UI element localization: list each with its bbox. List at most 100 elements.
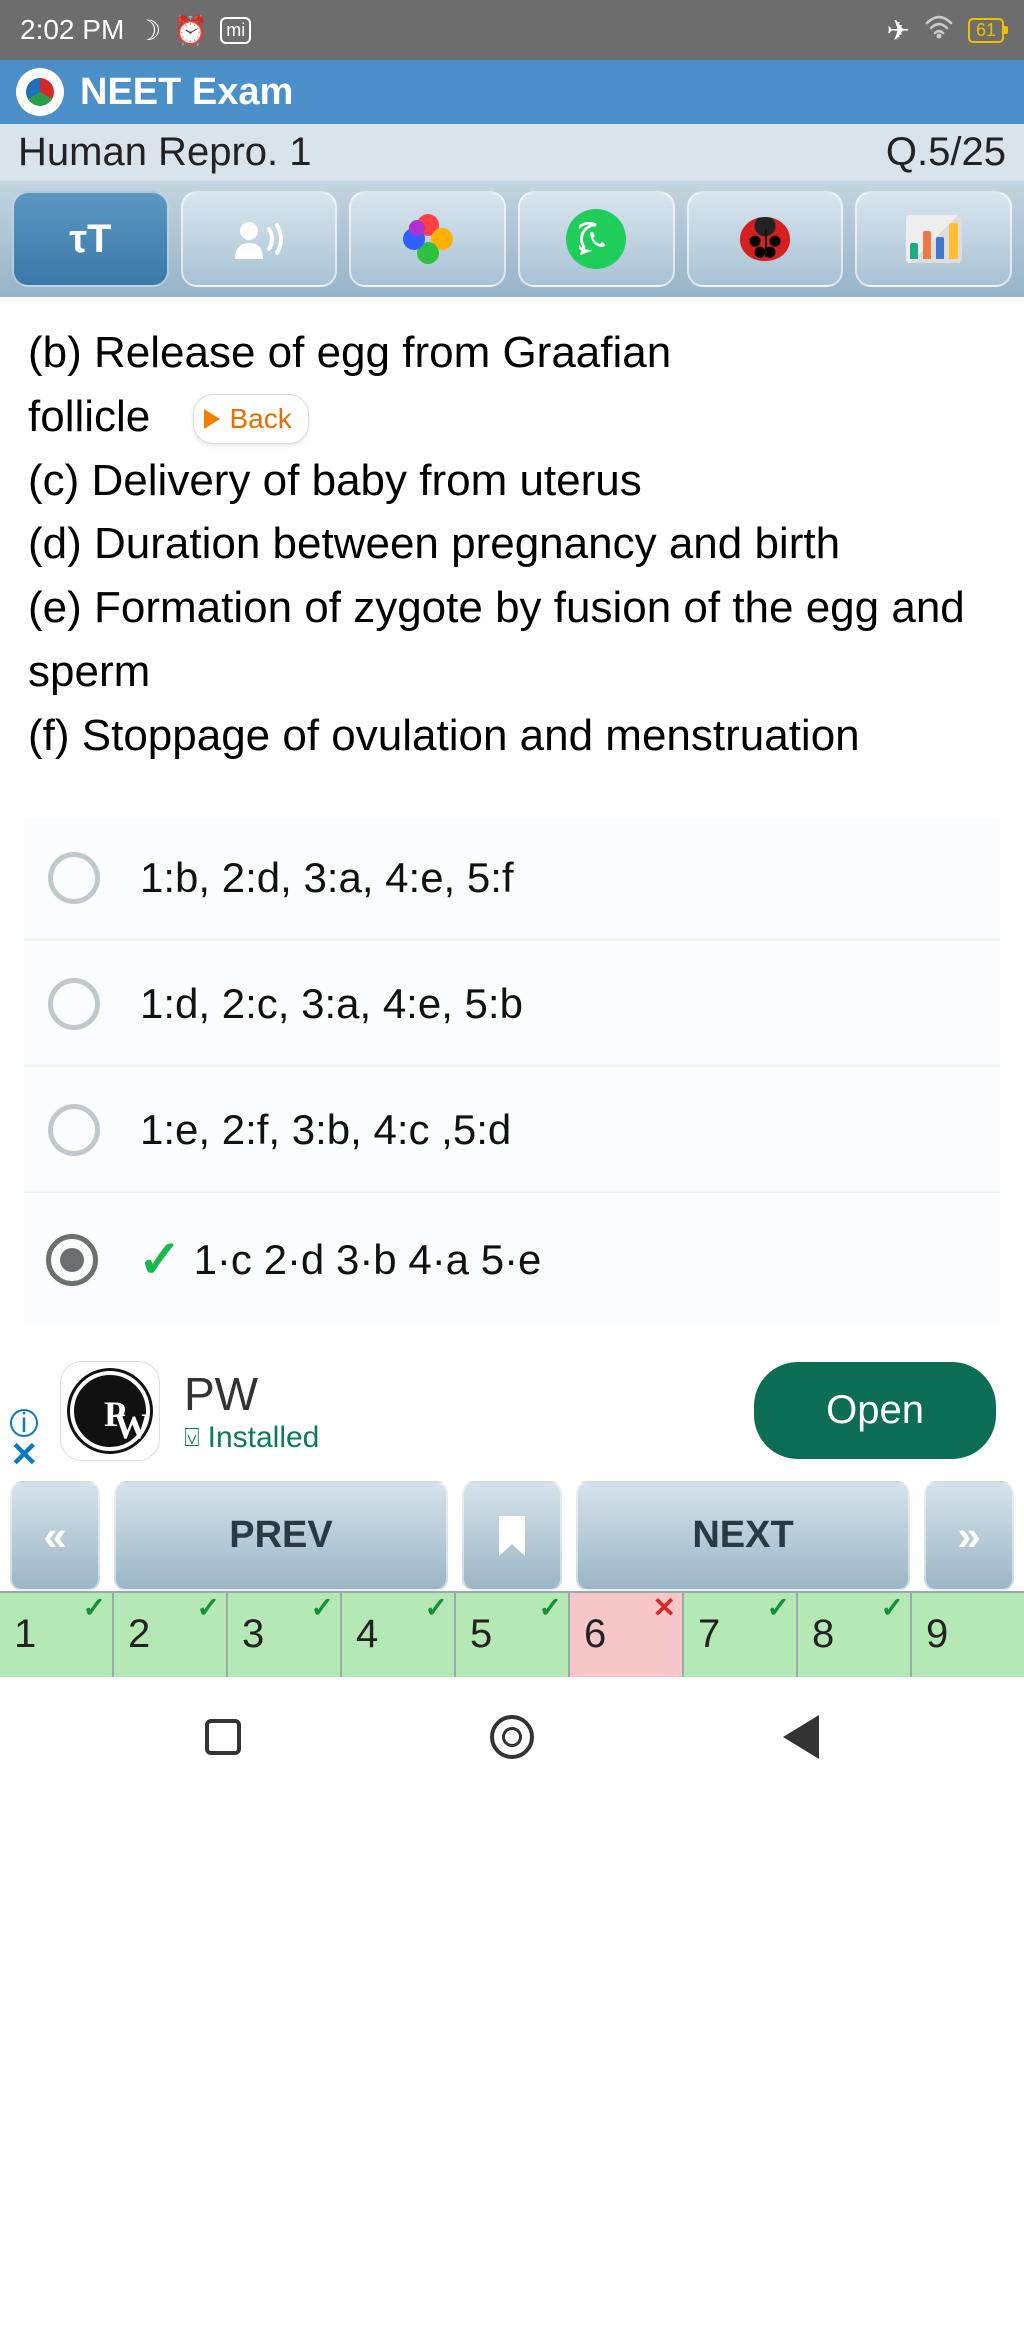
qnum-3[interactable]: 3✓ xyxy=(228,1593,342,1677)
whatsapp-icon xyxy=(566,209,626,269)
moon-icon: ☽ xyxy=(136,14,161,47)
qnum-7-label: 7 xyxy=(698,1612,720,1657)
question-line-c: (c) Delivery of baby from uterus xyxy=(28,449,996,513)
qnum-2-label: 2 xyxy=(128,1612,150,1657)
qnum-8[interactable]: 8✓ xyxy=(798,1593,912,1677)
sub-header: Human Repro. 1 Q.5/25 xyxy=(0,124,1024,181)
option-4-text: 1·c 2·d 3·b 4·a 5·e xyxy=(194,1236,542,1284)
question-line-b: (b) Release of egg from Graafianfollicle… xyxy=(28,321,996,449)
home-button[interactable] xyxy=(490,1715,534,1759)
ad-open-button[interactable]: Open xyxy=(754,1362,996,1459)
last-button[interactable]: » xyxy=(924,1481,1014,1591)
next-label: NEXT xyxy=(692,1514,793,1557)
options-list: 1:b, 2:d, 3:a, 4:e, 5:f 1:d, 2:c, 3:a, 4… xyxy=(0,778,1024,1337)
next-button[interactable]: NEXT xyxy=(576,1481,910,1591)
ad-subtitle: ⍌ Installed xyxy=(184,1421,730,1455)
ad-title: PW xyxy=(184,1367,730,1421)
wifi-icon xyxy=(924,14,954,46)
play-triangle-icon xyxy=(204,409,220,429)
option-1[interactable]: 1:b, 2:d, 3:a, 4:e, 5:f xyxy=(24,818,1000,941)
text-size-label: τT xyxy=(69,217,111,262)
question-line-f: (f) Stoppage of ovulation and menstruati… xyxy=(28,704,996,768)
person-sound-icon xyxy=(231,219,287,259)
airplane-icon: ✈ xyxy=(887,14,910,47)
tick-icon: ✓ xyxy=(767,1591,790,1624)
tick-icon: ✓ xyxy=(425,1591,448,1624)
tick-icon: ✓ xyxy=(311,1591,334,1624)
option-2[interactable]: 1:d, 2:c, 3:a, 4:e, 5:b xyxy=(24,944,1000,1067)
option-3[interactable]: 1:e, 2:f, 3:b, 4:c ,5:d xyxy=(24,1070,1000,1193)
installed-check-icon: ⍌ xyxy=(184,1422,200,1454)
system-nav-bar xyxy=(0,1677,1024,1797)
back-button[interactable] xyxy=(783,1715,819,1759)
qnum-4-label: 4 xyxy=(356,1612,378,1657)
pw-logo-icon: PW xyxy=(70,1371,150,1451)
app-title: NEET Exam xyxy=(80,71,293,114)
tick-icon: ✓ xyxy=(83,1591,106,1624)
subject-label: Human Repro. 1 xyxy=(18,130,311,175)
back-label: Back xyxy=(230,399,292,440)
qnum-2[interactable]: 2✓ xyxy=(114,1593,228,1677)
share-whatsapp-button[interactable] xyxy=(518,191,675,287)
first-button[interactable]: « xyxy=(10,1481,100,1591)
nav-row: « PREV NEXT » xyxy=(0,1481,1024,1591)
speak-button[interactable] xyxy=(181,191,338,287)
qnum-5[interactable]: 5✓ xyxy=(456,1593,570,1677)
battery-level: 61 xyxy=(976,20,996,40)
status-left: 2:02 PM ☽ ⏰ mi xyxy=(20,14,251,47)
qnum-7[interactable]: 7✓ xyxy=(684,1593,798,1677)
qnum-9-label: 9 xyxy=(926,1612,948,1657)
bookmark-icon xyxy=(495,1514,529,1558)
ad-text-block[interactable]: PW ⍌ Installed xyxy=(184,1367,730,1455)
prev-label: PREV xyxy=(229,1514,332,1557)
bookmark-button[interactable] xyxy=(462,1481,562,1591)
app-logo-icon xyxy=(16,68,64,116)
ad-info-icon[interactable]: i xyxy=(10,1409,38,1437)
question-counter: Q.5/25 xyxy=(886,130,1006,175)
app-title-bar: NEET Exam xyxy=(0,60,1024,124)
battery-icon: 61 xyxy=(968,18,1004,43)
option-4[interactable]: ✓ 1·c 2·d 3·b 4·a 5·e xyxy=(24,1196,1000,1324)
qnum-4[interactable]: 4✓ xyxy=(342,1593,456,1677)
check-icon: ✓ xyxy=(138,1230,182,1290)
radio-icon xyxy=(48,1104,100,1156)
question-line-d: (d) Duration between pregnancy and birth xyxy=(28,512,996,576)
qnum-1[interactable]: 1✓ xyxy=(0,1593,114,1677)
back-chip[interactable]: Back xyxy=(193,394,309,445)
question-body: (b) Release of egg from Graafianfollicle… xyxy=(0,297,1024,778)
qnum-9[interactable]: 9 xyxy=(912,1593,1024,1677)
question-number-strip: 1✓ 2✓ 3✓ 4✓ 5✓ 6✕ 7✓ 8✓ 9 xyxy=(0,1591,1024,1677)
ad-close-icon[interactable]: ✕ xyxy=(10,1435,39,1475)
ad-banner: i ✕ PW PW ⍌ Installed Open xyxy=(0,1337,1024,1481)
qnum-6-label: 6 xyxy=(584,1612,606,1657)
text-size-button[interactable]: τT xyxy=(12,191,169,287)
radio-icon xyxy=(48,978,100,1030)
recent-apps-button[interactable] xyxy=(205,1719,241,1755)
color-button[interactable] xyxy=(349,191,506,287)
radio-icon xyxy=(48,852,100,904)
status-right: ✈ 61 xyxy=(887,14,1005,47)
ad-app-icon[interactable]: PW xyxy=(60,1361,160,1461)
qnum-5-label: 5 xyxy=(470,1612,492,1657)
tick-icon: ✓ xyxy=(197,1591,220,1624)
question-line-e: (e) Formation of zygote by fusion of the… xyxy=(28,576,996,704)
option-3-text: 1:e, 2:f, 3:b, 4:c ,5:d xyxy=(140,1106,511,1154)
status-bar: 2:02 PM ☽ ⏰ mi ✈ 61 xyxy=(0,0,1024,60)
option-1-text: 1:b, 2:d, 3:a, 4:e, 5:f xyxy=(140,854,514,902)
ad-subtitle-text: Installed xyxy=(208,1421,320,1455)
qnum-8-label: 8 xyxy=(812,1612,834,1657)
cross-icon: ✕ xyxy=(653,1591,676,1624)
clock-text: 2:02 PM xyxy=(20,14,124,46)
radio-icon-selected xyxy=(46,1234,98,1286)
stats-button[interactable] xyxy=(855,191,1012,287)
qnum-3-label: 3 xyxy=(242,1612,264,1657)
option-2-text: 1:d, 2:c, 3:a, 4:e, 5:b xyxy=(140,980,523,1028)
open-label: Open xyxy=(826,1388,924,1432)
ladybug-icon xyxy=(740,217,790,261)
bar-chart-icon xyxy=(906,215,962,263)
alarm-icon: ⏰ xyxy=(173,14,208,47)
bug-report-button[interactable] xyxy=(687,191,844,287)
qnum-6[interactable]: 6✕ xyxy=(570,1593,684,1677)
prev-button[interactable]: PREV xyxy=(114,1481,448,1591)
mi-icon: mi xyxy=(220,17,251,44)
